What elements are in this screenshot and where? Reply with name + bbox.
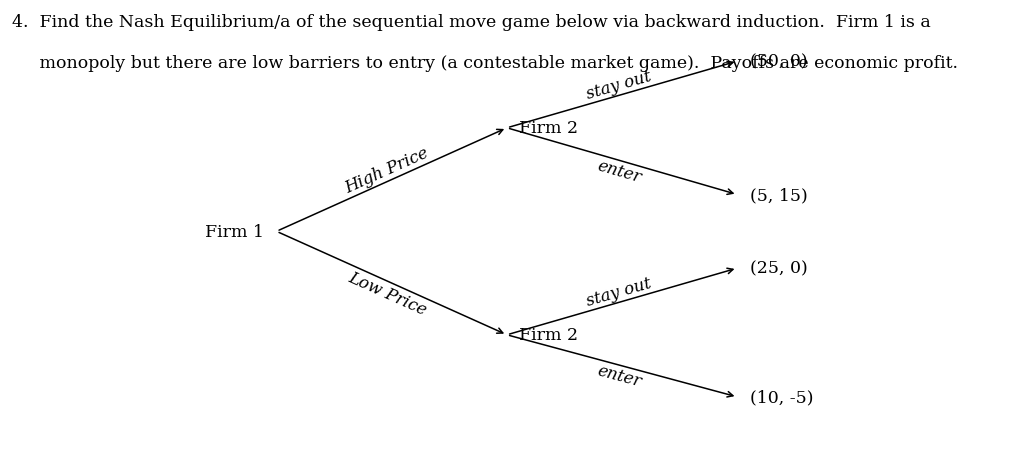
Text: Firm 2: Firm 2 — [519, 120, 579, 137]
Text: enter: enter — [595, 157, 643, 186]
Text: (10, -5): (10, -5) — [750, 389, 813, 405]
Text: Firm 2: Firm 2 — [519, 327, 579, 343]
Text: (25, 0): (25, 0) — [750, 260, 807, 277]
Text: (50, 0): (50, 0) — [750, 54, 807, 70]
Text: (5, 15): (5, 15) — [750, 187, 807, 203]
Text: monopoly but there are low barriers to entry (a contestable market game).  Payof: monopoly but there are low barriers to e… — [12, 55, 958, 72]
Text: enter: enter — [595, 362, 643, 390]
Text: 4.  Find the Nash Equilibrium/a of the sequential move game below via backward i: 4. Find the Nash Equilibrium/a of the se… — [12, 14, 931, 31]
Text: stay out: stay out — [585, 68, 653, 103]
Text: Low Price: Low Price — [345, 268, 429, 318]
Text: High Price: High Price — [343, 144, 432, 196]
Text: Firm 1: Firm 1 — [205, 224, 264, 240]
Text: stay out: stay out — [585, 274, 653, 309]
